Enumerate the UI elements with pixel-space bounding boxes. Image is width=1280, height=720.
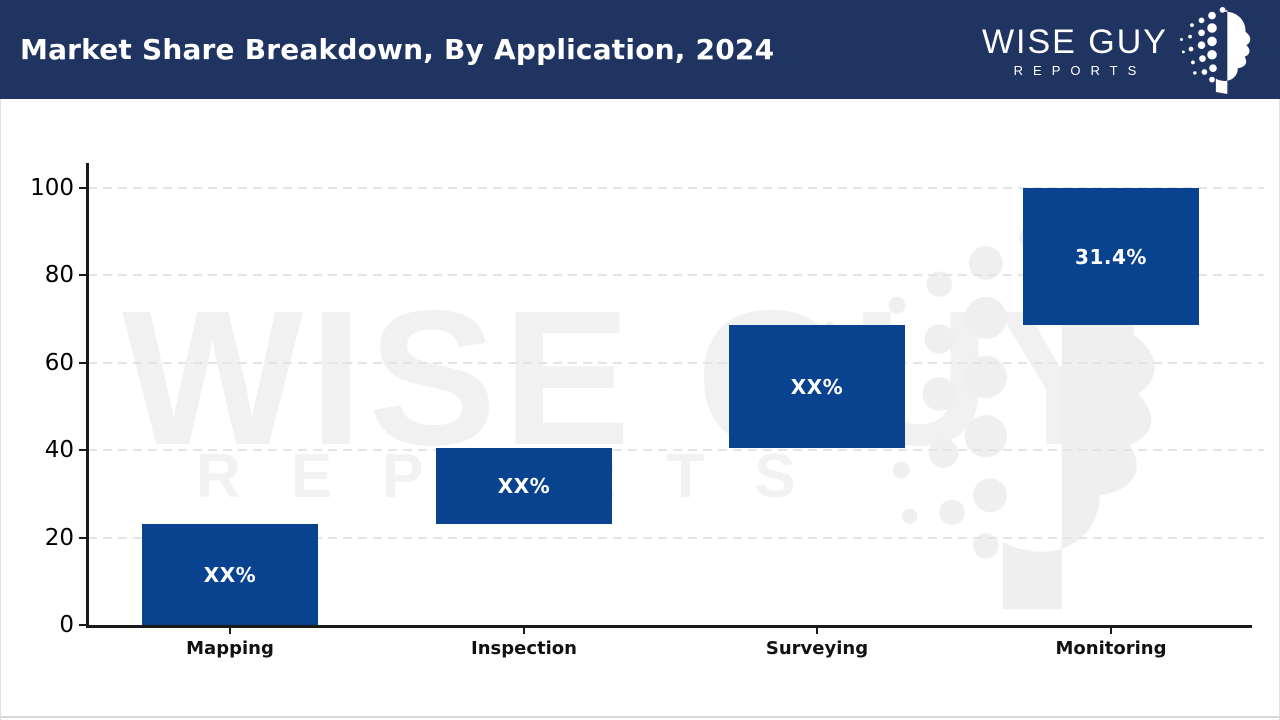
x-tick-mapping xyxy=(229,627,231,634)
y-tick-label-40: 40 xyxy=(44,437,74,464)
y-tick-40 xyxy=(79,449,88,452)
y-tick-20 xyxy=(79,536,88,539)
x-tick-surveying xyxy=(816,627,818,634)
category-label-monitoring: Monitoring xyxy=(1055,638,1167,659)
bar-monitoring: 31.4% xyxy=(1023,188,1199,326)
x-tick-inspection xyxy=(523,627,525,634)
logo-wordmark: WISE GUY xyxy=(981,23,1168,62)
gridline-40 xyxy=(88,449,1264,452)
gridline-100 xyxy=(88,187,1264,189)
y-tick-80 xyxy=(79,274,88,277)
logo: WISE GUY REPORTS xyxy=(982,6,1256,94)
category-label-mapping: Mapping xyxy=(186,638,274,659)
chart-title: Market Share Breakdown, By Application, … xyxy=(20,33,775,66)
logo-face-icon xyxy=(1180,6,1251,94)
bar-mapping: XX% xyxy=(142,524,318,625)
y-tick-label-60: 60 xyxy=(44,349,74,376)
x-tick-monitoring xyxy=(1110,627,1112,634)
bar-inspection: XX% xyxy=(436,448,612,525)
bar-surveying: XX% xyxy=(729,325,905,448)
gridline-60 xyxy=(88,361,1264,364)
y-tick-label-20: 20 xyxy=(44,524,74,551)
watermark-wordmark: WISE GUY xyxy=(122,270,1131,485)
bar-value-label: XX% xyxy=(790,374,844,399)
gridline-80 xyxy=(88,274,1264,277)
logo-subtitle: REPORTS xyxy=(1013,62,1147,78)
bottom-border-line xyxy=(0,716,1280,718)
category-label-inspection: Inspection xyxy=(471,638,577,659)
gridline-20 xyxy=(88,536,1264,539)
logo-text: WISE GUY REPORTS xyxy=(981,23,1168,78)
bar-value-label: XX% xyxy=(497,474,551,499)
y-tick-100 xyxy=(79,187,88,189)
y-tick-label-100: 100 xyxy=(30,175,74,201)
category-label-surveying: Surveying xyxy=(765,638,869,659)
header-bar: Market Share Breakdown, By Application, … xyxy=(0,0,1280,99)
y-tick-60 xyxy=(79,361,88,364)
y-tick-0 xyxy=(79,624,88,626)
y-axis-line xyxy=(86,163,89,628)
y-tick-label-80: 80 xyxy=(44,262,74,289)
y-tick-label-0: 0 xyxy=(59,612,74,638)
x-axis-line xyxy=(86,625,1252,628)
bar-value-label: 31.4% xyxy=(1075,244,1147,269)
bar-value-label: XX% xyxy=(203,562,257,587)
